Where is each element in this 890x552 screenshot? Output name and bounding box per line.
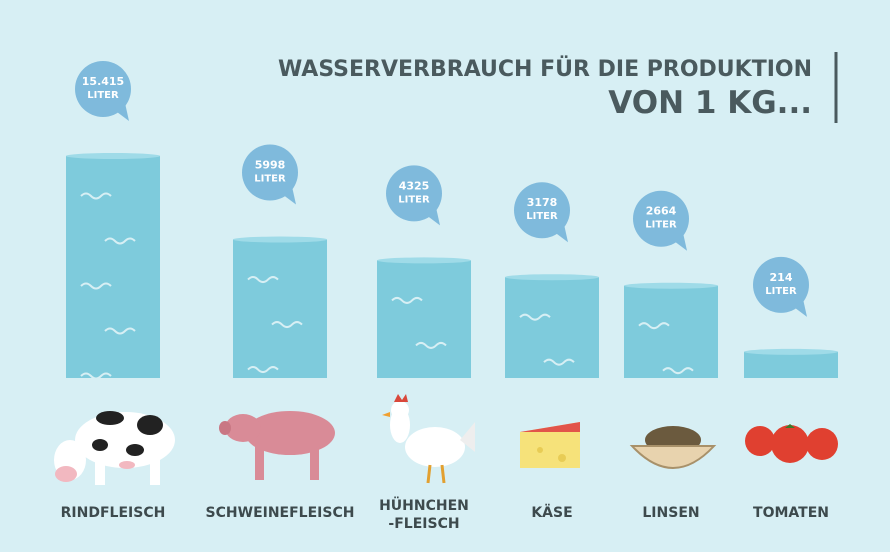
bar [744,351,838,378]
wave [391,296,423,304]
wave [247,366,279,374]
category-label: LINSEN [642,505,700,521]
bubble [633,190,689,247]
wave [271,321,303,329]
wave [543,358,575,366]
bar [66,156,160,378]
wave [104,237,136,245]
wave [519,313,551,321]
tomatoes-icon [745,424,838,463]
value-unit: LITER [765,286,797,297]
chicken-icon [382,394,475,484]
value-unit: LITER [645,220,677,231]
cheese-icon [520,422,580,468]
bar-top [377,257,471,264]
wave [662,367,694,375]
value-unit: LITER [526,211,558,222]
wave [638,322,670,330]
bar-top [505,274,599,281]
value-unit: LITER [398,194,430,205]
bubble [242,144,298,201]
category-label: SCHWEINEFLEISCH [205,505,355,521]
category-label: KÄSE [531,505,573,521]
bar-top [233,236,327,243]
lentils-icon [629,426,717,469]
pig-icon [219,411,335,480]
wave [80,282,112,290]
bar-top [66,153,160,159]
bubble [75,61,131,117]
cow-icon [54,411,175,485]
bubble [753,256,809,313]
wave [104,327,136,335]
chart-title: WASSERVERBRAUCH FÜR DIE PRODUKTION [278,56,812,82]
wave [80,372,112,380]
bar [505,277,599,378]
bar-top [624,282,718,289]
value-label: 3178 [527,196,558,209]
value-label: 4325 [399,179,430,192]
value-label: 5998 [255,159,286,172]
value-unit: LITER [87,90,119,101]
bar-top [744,348,838,355]
value-unit: LITER [254,174,286,185]
category-label: HÜHNCHEN -FLEISCH [379,498,469,532]
category-label: RINDFLEISCH [60,505,166,521]
wave [247,276,279,284]
wave [415,341,447,349]
bar [233,239,327,378]
bubble [386,165,442,222]
value-label: 2664 [646,205,677,218]
value-label: 15.415 [82,75,124,88]
chart-subtitle: VON 1 KG... [608,85,812,121]
bar [377,260,471,378]
wave [80,192,112,200]
value-label: 214 [770,271,793,284]
bar [624,285,718,378]
bubble [514,182,570,239]
category-label: TOMATEN [753,505,829,521]
